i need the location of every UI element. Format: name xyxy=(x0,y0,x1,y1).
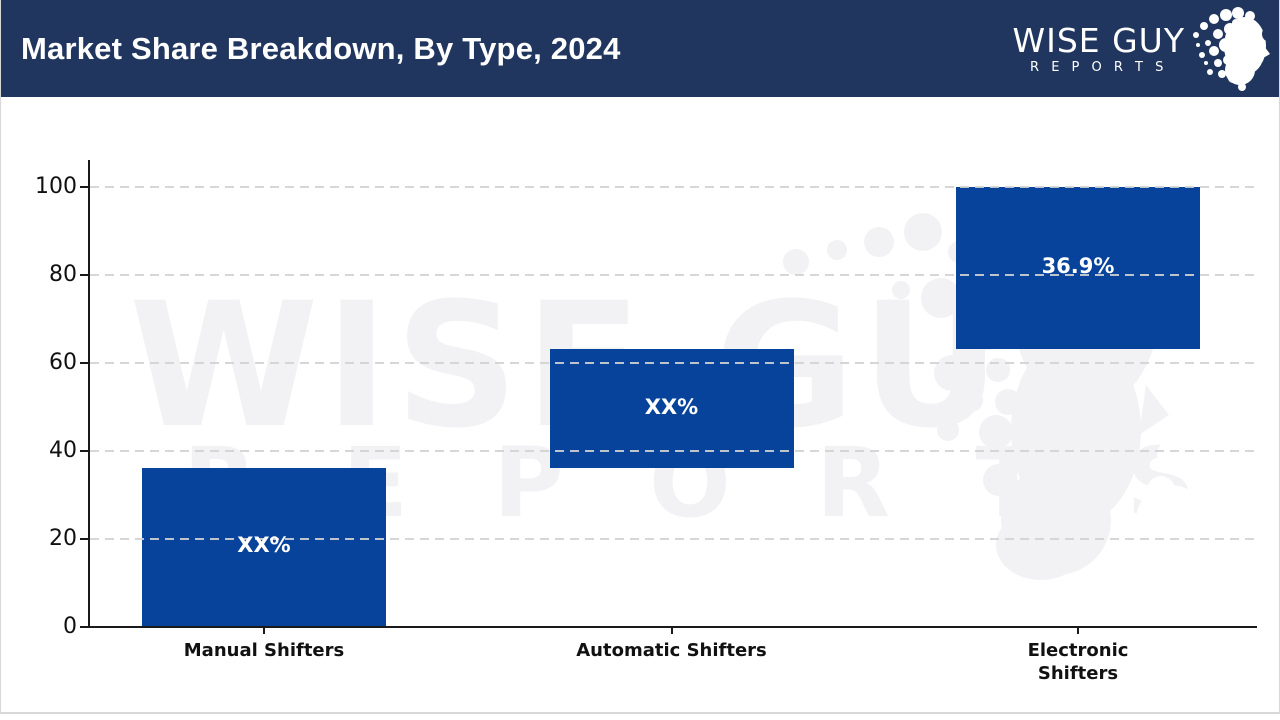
bar-value-label: XX% xyxy=(644,394,699,419)
y-tick-label: 60 xyxy=(49,350,77,375)
gridline-20 xyxy=(90,538,1256,540)
y-tick-label: 20 xyxy=(49,526,77,551)
x-tick-1 xyxy=(670,627,673,634)
y-tick-60 xyxy=(80,362,88,364)
logo-head-icon xyxy=(1193,6,1271,91)
logo-tagline: R E P O R T S xyxy=(1030,59,1168,75)
y-tick-label: 100 xyxy=(35,174,77,199)
y-tick-label: 80 xyxy=(49,262,77,287)
x-tick-2 xyxy=(1077,627,1079,634)
wiseguy-logo: WISE GUY R E P O R T S xyxy=(1012,4,1271,94)
gridline-60 xyxy=(90,362,1256,364)
header-band: Market Share Breakdown, By Type, 2024 WI… xyxy=(1,0,1279,97)
y-axis-line xyxy=(88,160,90,628)
y-tick-100 xyxy=(80,186,88,188)
y-tick-40 xyxy=(80,450,88,452)
bar-0 xyxy=(142,467,386,627)
y-tick-20 xyxy=(80,538,88,540)
y-tick-label: 0 xyxy=(63,614,77,639)
y-tick-0 xyxy=(80,626,88,628)
bar-value-label: XX% xyxy=(237,533,291,558)
x-axis-line xyxy=(88,626,1257,628)
logo-wordmark: WISE GUY xyxy=(1012,20,1185,60)
plot-area: WISE GUY R E P O R T S 0 20 40 60 xyxy=(1,97,1279,712)
bar-value-label: 36.9% xyxy=(1041,254,1115,279)
x-tick-0 xyxy=(263,627,265,634)
y-tick-80 xyxy=(80,274,88,276)
y-tick-label: 40 xyxy=(49,438,77,463)
gridline-100 xyxy=(90,186,1256,188)
category-label: Electronic Shifters xyxy=(1027,640,1129,684)
page-title: Market Share Breakdown, By Type, 2024 xyxy=(21,30,621,66)
bar-1 xyxy=(549,349,794,468)
gridline-80 xyxy=(90,274,1256,276)
category-label: Manual Shifters xyxy=(183,640,345,661)
category-label: Automatic Shifters xyxy=(576,640,767,661)
gridline-40 xyxy=(90,450,1256,452)
